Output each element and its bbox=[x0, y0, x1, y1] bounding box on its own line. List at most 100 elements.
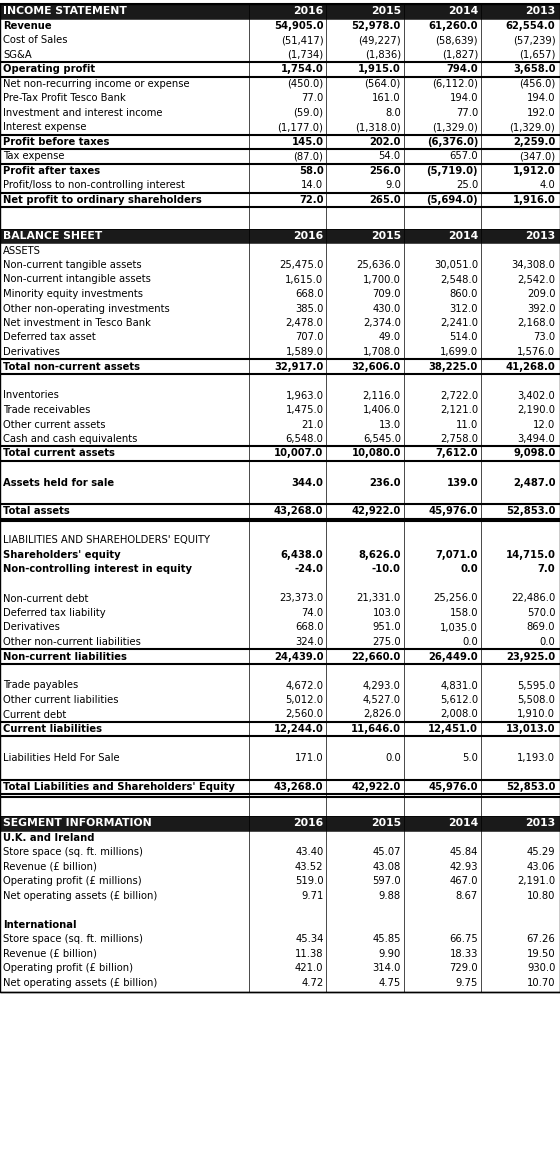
Text: 1,963.0: 1,963.0 bbox=[286, 391, 324, 400]
Text: Revenue (£ billion): Revenue (£ billion) bbox=[3, 949, 97, 958]
Text: 265.0: 265.0 bbox=[369, 194, 401, 205]
Text: Interest expense: Interest expense bbox=[3, 122, 86, 133]
Text: 54,905.0: 54,905.0 bbox=[274, 21, 324, 30]
Text: 1,615.0: 1,615.0 bbox=[286, 274, 324, 285]
Text: 9.75: 9.75 bbox=[456, 978, 478, 987]
Text: 2014: 2014 bbox=[448, 6, 478, 16]
Text: 12,244.0: 12,244.0 bbox=[274, 725, 324, 734]
Text: 4,527.0: 4,527.0 bbox=[363, 695, 401, 705]
Bar bbox=[0, 3, 560, 19]
Text: 570.0: 570.0 bbox=[527, 608, 556, 618]
Text: 1,576.0: 1,576.0 bbox=[517, 347, 556, 357]
Text: (1,836): (1,836) bbox=[365, 50, 401, 59]
Text: Total Liabilities and Shareholders' Equity: Total Liabilities and Shareholders' Equi… bbox=[3, 782, 235, 792]
Text: 14,715.0: 14,715.0 bbox=[506, 550, 556, 561]
Text: 18.33: 18.33 bbox=[450, 949, 478, 958]
Text: 9.90: 9.90 bbox=[379, 949, 401, 958]
Text: 3,494.0: 3,494.0 bbox=[517, 434, 556, 444]
Text: (5,694.0): (5,694.0) bbox=[426, 194, 478, 205]
Text: 2,168.0: 2,168.0 bbox=[517, 317, 556, 328]
Text: 236.0: 236.0 bbox=[369, 478, 401, 487]
Text: 275.0: 275.0 bbox=[372, 637, 401, 647]
Text: Profit/loss to non-controlling interest: Profit/loss to non-controlling interest bbox=[3, 180, 185, 191]
Text: Assets held for sale: Assets held for sale bbox=[3, 478, 114, 487]
Text: 2013: 2013 bbox=[525, 819, 556, 828]
Text: 10,080.0: 10,080.0 bbox=[351, 449, 401, 458]
Text: 2016: 2016 bbox=[293, 6, 324, 16]
Text: 4,672.0: 4,672.0 bbox=[286, 680, 324, 691]
Text: 2,374.0: 2,374.0 bbox=[363, 317, 401, 328]
Text: (347.0): (347.0) bbox=[519, 151, 556, 162]
Text: 45.84: 45.84 bbox=[450, 848, 478, 857]
Text: 26,449.0: 26,449.0 bbox=[428, 651, 478, 662]
Text: (51,417): (51,417) bbox=[281, 35, 324, 45]
Text: Minority equity investments: Minority equity investments bbox=[3, 288, 143, 299]
Text: 2,190.0: 2,190.0 bbox=[517, 405, 556, 415]
Text: 8,626.0: 8,626.0 bbox=[358, 550, 401, 561]
Text: 5,595.0: 5,595.0 bbox=[517, 680, 556, 691]
Text: 13,013.0: 13,013.0 bbox=[506, 725, 556, 734]
Text: 1,912.0: 1,912.0 bbox=[513, 166, 556, 176]
Text: 4.72: 4.72 bbox=[301, 978, 324, 987]
Text: Current liabilities: Current liabilities bbox=[3, 725, 102, 734]
Text: 9.71: 9.71 bbox=[301, 891, 324, 901]
Text: 5.0: 5.0 bbox=[462, 752, 478, 763]
Text: 5,012.0: 5,012.0 bbox=[286, 695, 324, 705]
Text: 392.0: 392.0 bbox=[527, 304, 556, 314]
Text: 103.0: 103.0 bbox=[372, 608, 401, 618]
Text: 192.0: 192.0 bbox=[527, 108, 556, 117]
Text: 54.0: 54.0 bbox=[379, 151, 401, 162]
Text: 2013: 2013 bbox=[525, 231, 556, 241]
Text: (456.0): (456.0) bbox=[519, 79, 556, 88]
Text: (6,376.0): (6,376.0) bbox=[427, 137, 478, 147]
Text: Derivatives: Derivatives bbox=[3, 622, 60, 633]
Text: 657.0: 657.0 bbox=[450, 151, 478, 162]
Text: 2014: 2014 bbox=[448, 231, 478, 241]
Text: (57,239): (57,239) bbox=[513, 35, 556, 45]
Text: 312.0: 312.0 bbox=[450, 304, 478, 314]
Text: 43.40: 43.40 bbox=[295, 848, 324, 857]
Text: 45.34: 45.34 bbox=[295, 934, 324, 944]
Text: Non-current liabilities: Non-current liabilities bbox=[3, 651, 127, 662]
Text: 1,915.0: 1,915.0 bbox=[358, 64, 401, 74]
Text: 45.85: 45.85 bbox=[372, 934, 401, 944]
Text: Cost of Sales: Cost of Sales bbox=[3, 35, 68, 45]
Text: 2,722.0: 2,722.0 bbox=[440, 391, 478, 400]
Text: 707.0: 707.0 bbox=[295, 333, 324, 342]
Text: Deferred tax asset: Deferred tax asset bbox=[3, 333, 96, 342]
Text: Total assets: Total assets bbox=[3, 507, 70, 516]
Text: Net operating assets (£ billion): Net operating assets (£ billion) bbox=[3, 978, 157, 987]
Text: 11.38: 11.38 bbox=[295, 949, 324, 958]
Text: Inventories: Inventories bbox=[3, 391, 59, 400]
Text: 45,976.0: 45,976.0 bbox=[428, 507, 478, 516]
Text: 668.0: 668.0 bbox=[295, 288, 324, 299]
Text: 4.75: 4.75 bbox=[379, 978, 401, 987]
Text: 45.07: 45.07 bbox=[372, 848, 401, 857]
Text: 2,121.0: 2,121.0 bbox=[440, 405, 478, 415]
Text: Tax expense: Tax expense bbox=[3, 151, 64, 162]
Text: 161.0: 161.0 bbox=[372, 93, 401, 104]
Text: (58,639): (58,639) bbox=[436, 35, 478, 45]
Text: 597.0: 597.0 bbox=[372, 876, 401, 886]
Text: 2014: 2014 bbox=[448, 819, 478, 828]
Text: Profit before taxes: Profit before taxes bbox=[3, 137, 109, 147]
Text: SG&A: SG&A bbox=[3, 50, 32, 59]
Text: Trade payables: Trade payables bbox=[3, 680, 78, 691]
Text: 2,487.0: 2,487.0 bbox=[513, 478, 556, 487]
Text: 32,606.0: 32,606.0 bbox=[352, 362, 401, 371]
Text: 0.0: 0.0 bbox=[460, 564, 478, 575]
Text: Cash and cash equivalents: Cash and cash equivalents bbox=[3, 434, 137, 444]
Text: 519.0: 519.0 bbox=[295, 876, 324, 886]
Text: Liabilities Held For Sale: Liabilities Held For Sale bbox=[3, 752, 120, 763]
Text: 3,658.0: 3,658.0 bbox=[513, 64, 556, 74]
Text: 74.0: 74.0 bbox=[301, 608, 324, 618]
Text: Store space (sq. ft. millions): Store space (sq. ft. millions) bbox=[3, 934, 143, 944]
Text: 729.0: 729.0 bbox=[450, 963, 478, 973]
Text: 2,008.0: 2,008.0 bbox=[440, 709, 478, 720]
Text: 10,007.0: 10,007.0 bbox=[274, 449, 324, 458]
Text: 709.0: 709.0 bbox=[372, 288, 401, 299]
Text: 77.0: 77.0 bbox=[301, 93, 324, 104]
Text: 4.0: 4.0 bbox=[540, 180, 556, 191]
Text: 43.08: 43.08 bbox=[372, 862, 401, 872]
Text: 1,700.0: 1,700.0 bbox=[363, 274, 401, 285]
